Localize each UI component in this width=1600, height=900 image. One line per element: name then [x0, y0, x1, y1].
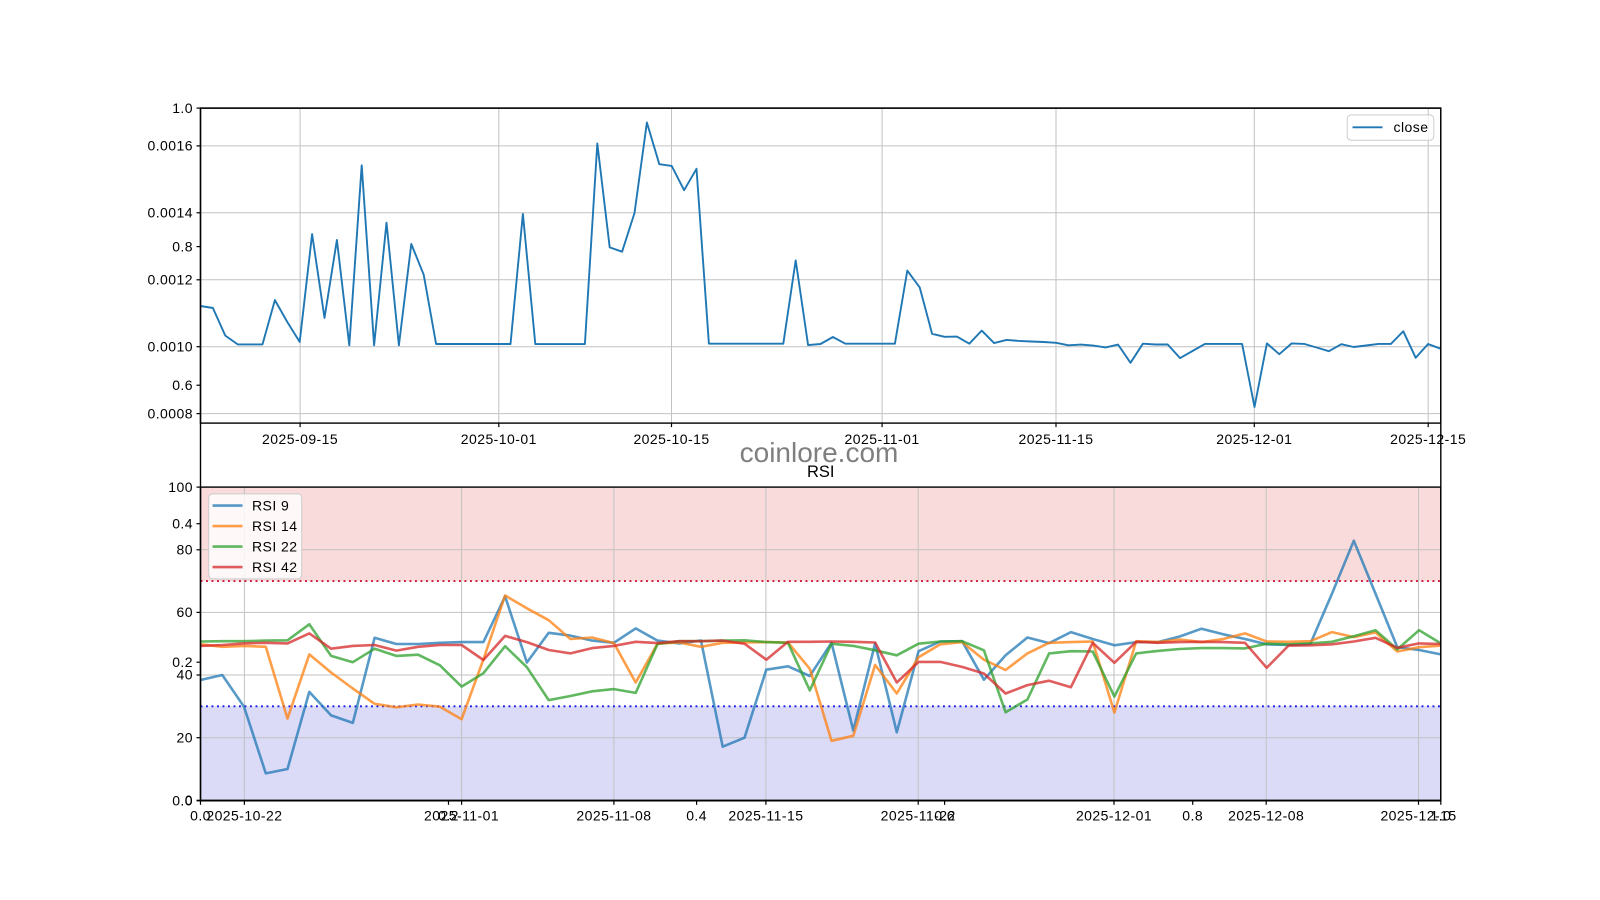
svg-text:2025-09-15: 2025-09-15 — [262, 431, 338, 447]
svg-text:RSI 42: RSI 42 — [252, 559, 298, 575]
svg-text:40: 40 — [177, 667, 193, 683]
svg-text:2025-10-15: 2025-10-15 — [633, 431, 709, 447]
svg-text:RSI 9: RSI 9 — [252, 497, 289, 513]
svg-text:100: 100 — [168, 479, 193, 495]
svg-text:0.2: 0.2 — [172, 654, 193, 670]
svg-text:2025-10-22: 2025-10-22 — [206, 808, 282, 824]
svg-text:80: 80 — [177, 542, 193, 558]
svg-text:2025-12-01: 2025-12-01 — [1216, 431, 1292, 447]
svg-text:0.0: 0.0 — [190, 808, 211, 824]
svg-text:coinlore.com: coinlore.com — [740, 437, 899, 468]
svg-text:2025-10-01: 2025-10-01 — [461, 431, 537, 447]
svg-text:1.0: 1.0 — [1430, 808, 1451, 824]
svg-text:2025-11-15: 2025-11-15 — [1018, 431, 1093, 447]
svg-text:2025-12-15: 2025-12-15 — [1380, 808, 1456, 824]
svg-text:0.4: 0.4 — [172, 515, 193, 531]
svg-text:0.8: 0.8 — [1182, 808, 1203, 824]
svg-text:2025-12-08: 2025-12-08 — [1228, 808, 1304, 824]
svg-text:0.6: 0.6 — [172, 377, 193, 393]
svg-text:2025-12-15: 2025-12-15 — [1390, 431, 1466, 447]
svg-text:RSI 22: RSI 22 — [252, 538, 298, 554]
svg-text:1.0: 1.0 — [172, 100, 193, 116]
svg-text:0.2: 0.2 — [438, 808, 459, 824]
svg-text:0.0010: 0.0010 — [147, 338, 193, 354]
svg-text:2025-12-01: 2025-12-01 — [1076, 808, 1152, 824]
svg-text:0: 0 — [185, 792, 193, 808]
svg-text:2025-11-22: 2025-11-22 — [881, 808, 956, 824]
svg-text:2025-11-01: 2025-11-01 — [845, 431, 920, 447]
svg-text:0.0: 0.0 — [172, 793, 193, 809]
svg-text:RSI: RSI — [807, 463, 835, 481]
svg-text:2025-11-08: 2025-11-08 — [576, 808, 651, 824]
svg-text:close: close — [1394, 119, 1429, 135]
svg-text:0.6: 0.6 — [934, 808, 955, 824]
svg-text:0.4: 0.4 — [686, 808, 707, 824]
svg-text:0.0008: 0.0008 — [147, 405, 193, 421]
svg-text:0.0014: 0.0014 — [147, 205, 193, 221]
svg-text:0.8: 0.8 — [172, 238, 193, 254]
svg-text:60: 60 — [177, 604, 193, 620]
svg-text:0.0016: 0.0016 — [147, 138, 193, 154]
svg-text:2025-11-15: 2025-11-15 — [728, 808, 803, 824]
svg-text:RSI 14: RSI 14 — [252, 518, 298, 534]
svg-text:2025-11-01: 2025-11-01 — [424, 808, 499, 824]
svg-text:20: 20 — [177, 729, 193, 745]
svg-text:0.0012: 0.0012 — [147, 272, 193, 288]
